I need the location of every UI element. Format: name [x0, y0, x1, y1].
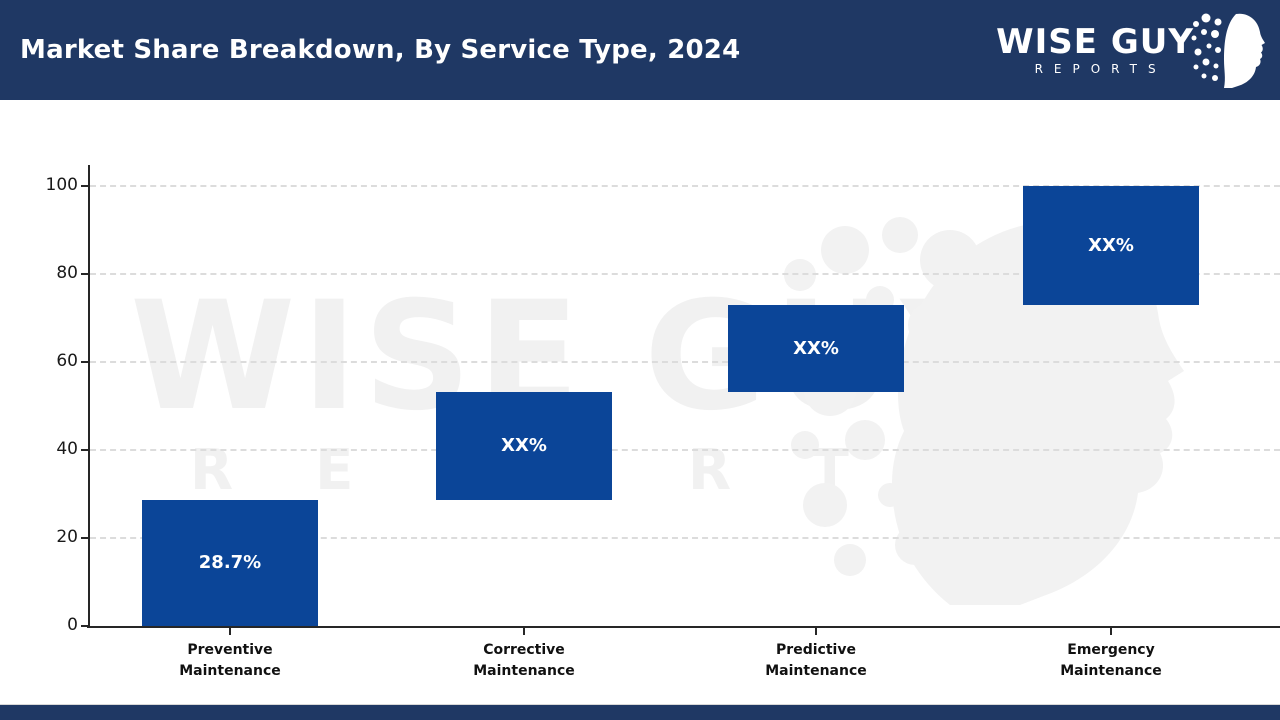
footer-bar [0, 704, 1280, 720]
logo-text: WISE GUY REPORTS [996, 25, 1194, 76]
bar: XX% [728, 305, 904, 392]
header-bar: Market Share Breakdown, By Service Type,… [0, 0, 1280, 100]
y-tick-label: 40 [56, 439, 78, 459]
x-category-label: Corrective Maintenance [394, 640, 654, 682]
x-axis-tick [523, 628, 525, 635]
y-tick-label: 60 [56, 351, 78, 371]
x-category-label-line: Emergency [1067, 642, 1155, 658]
x-category-label-line: Maintenance [179, 663, 281, 679]
y-axis-line [88, 165, 90, 628]
y-axis-tick [81, 537, 88, 539]
logo-subtitle: REPORTS [1034, 61, 1167, 76]
gridline [90, 537, 1280, 539]
x-axis-tick [815, 628, 817, 635]
y-tick-label: 0 [67, 615, 78, 635]
watermark-face-dots-icon [784, 217, 1184, 605]
y-axis-tick [81, 273, 88, 275]
logo-wordmark: WISE GUY [996, 21, 1194, 62]
x-category-label-line: Corrective [483, 642, 565, 658]
bar: 28.7% [142, 499, 318, 626]
bar-value-label: XX% [793, 338, 839, 360]
x-category-label-line: Maintenance [473, 663, 575, 679]
x-axis-tick [1110, 628, 1112, 635]
x-category-label-line: Maintenance [765, 663, 867, 679]
page-title: Market Share Breakdown, By Service Type,… [20, 35, 741, 65]
x-category-label-line: Predictive [776, 642, 856, 658]
gridline [90, 449, 1280, 451]
gridline [90, 361, 1280, 363]
y-tick-label: 20 [56, 527, 78, 547]
x-category-label-line: Maintenance [1060, 663, 1162, 679]
y-axis-tick [81, 449, 88, 451]
bar-value-label: XX% [1088, 235, 1134, 257]
x-axis-line [87, 626, 1280, 628]
logo-face-dots-icon [1191, 13, 1265, 88]
gridline [90, 273, 1280, 275]
x-category-label: Predictive Maintenance [686, 640, 946, 682]
bar: XX% [436, 391, 612, 500]
x-axis-tick [229, 628, 231, 635]
bar: XX% [1023, 186, 1199, 306]
wise-guy-reports-logo: WISE GUY REPORTS [996, 12, 1280, 88]
y-axis-tick [81, 185, 88, 187]
x-category-label: Preventive Maintenance [100, 640, 360, 682]
bar-value-label: 28.7% [198, 552, 262, 574]
y-axis-tick [81, 361, 88, 363]
x-category-label: Emergency Maintenance [981, 640, 1241, 682]
x-category-label-line: Preventive [187, 642, 273, 658]
bar-value-label: XX% [501, 435, 547, 457]
gridline [90, 185, 1280, 187]
y-tick-label: 100 [45, 175, 78, 195]
y-tick-label: 80 [56, 263, 78, 283]
y-axis-tick [81, 625, 88, 627]
